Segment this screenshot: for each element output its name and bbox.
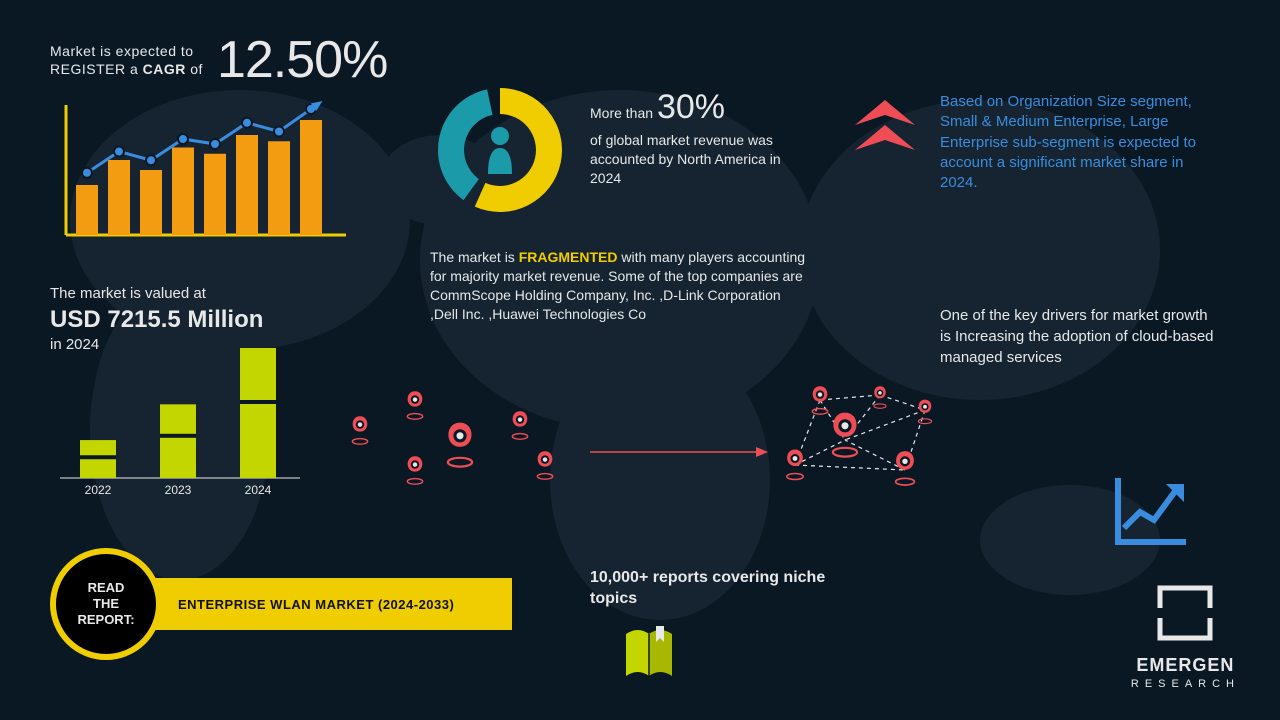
cagr-lead: Market is expected toREGISTER a CAGR of xyxy=(50,42,203,78)
person-icon xyxy=(488,127,512,174)
svg-text:2024: 2024 xyxy=(245,483,272,497)
reports-count-text: 10,000+ reports covering niche topics xyxy=(590,568,850,610)
valuation-bar-chart: 2022 2023 2024 xyxy=(50,328,310,498)
logo-mark xyxy=(1154,582,1216,644)
svg-text:2022: 2022 xyxy=(85,483,112,497)
network-pins xyxy=(320,380,1000,520)
cagr-value: 12.50% xyxy=(217,30,387,90)
logo-name: EMERGEN xyxy=(1131,655,1240,676)
book-icon xyxy=(620,622,678,680)
growth-arrow-icon xyxy=(1110,470,1190,550)
valuation-lead: The market is valued at xyxy=(50,285,263,302)
fragmented-text: The market is FRAGMENTED with many playe… xyxy=(430,248,810,324)
svg-text:2023: 2023 xyxy=(165,483,192,497)
emergen-logo: EMERGEN RESEARCH xyxy=(1131,582,1240,690)
logo-sub: RESEARCH xyxy=(1131,678,1240,690)
market-share-donut xyxy=(430,80,570,220)
growth-bar-line-chart xyxy=(56,95,356,245)
report-title: ENTERPRISE WLAN MARKET (2024-2033) xyxy=(132,578,512,630)
segment-text: Based on Organization Size segment, Smal… xyxy=(940,92,1220,193)
driver-text: One of the key drivers for market growth… xyxy=(940,305,1220,368)
chevron-up-icon xyxy=(850,90,920,160)
report-circle-label: READTHEREPORT: xyxy=(50,548,162,660)
donut-caption: More than 30% of global market revenue w… xyxy=(590,85,800,188)
read-report-cta[interactable]: READTHEREPORT: ENTERPRISE WLAN MARKET (2… xyxy=(50,548,512,660)
cagr-block: Market is expected toREGISTER a CAGR of … xyxy=(50,30,387,90)
